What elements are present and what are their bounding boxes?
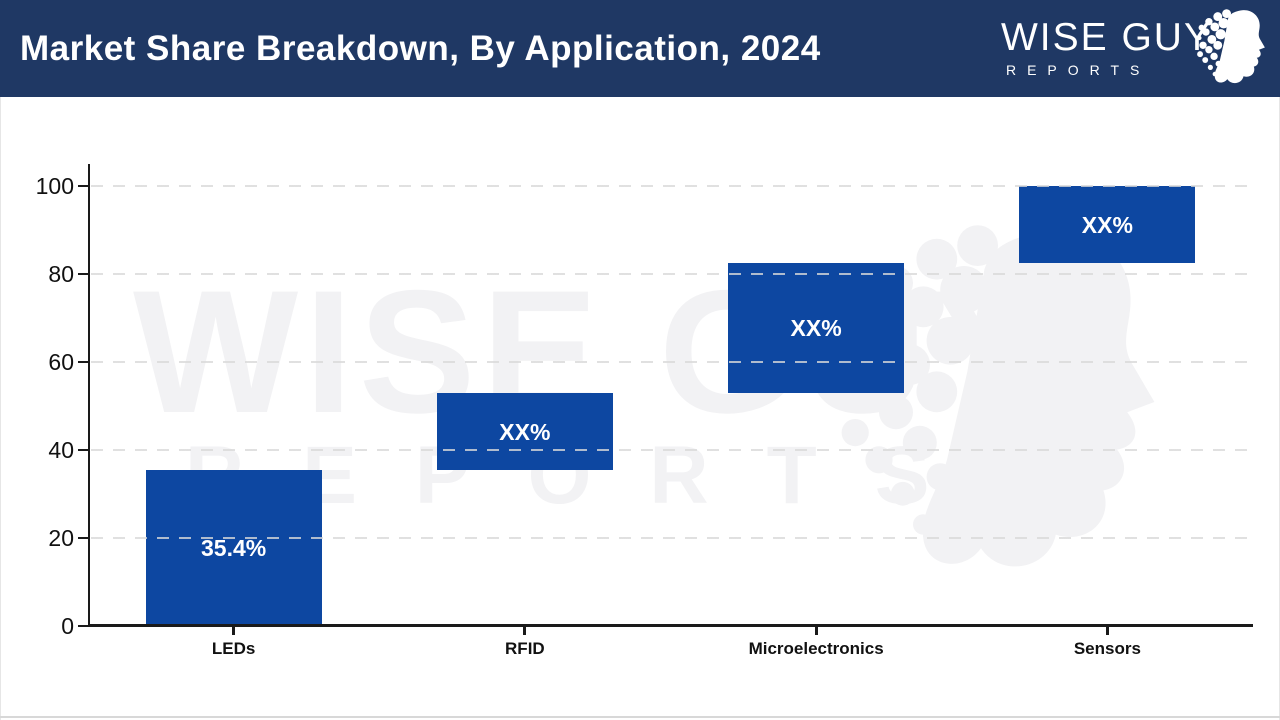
y-tick — [78, 537, 88, 539]
logo-wordmark: WISE GUY REPORTS — [1001, 18, 1212, 78]
x-axis-line — [88, 624, 1253, 627]
gridline — [91, 449, 1253, 451]
logo-subtitle-text: REPORTS — [1005, 61, 1151, 78]
gridline — [91, 537, 1253, 539]
bar-value-label: XX% — [1081, 211, 1133, 238]
y-tick — [78, 185, 88, 187]
gridline — [91, 185, 1253, 187]
logo-title-text: WISE GUY — [1000, 15, 1212, 59]
bar — [145, 470, 322, 626]
gridline — [91, 273, 1253, 275]
page-title: Market Share Breakdown, By Application, … — [20, 28, 821, 68]
x-tick — [523, 627, 527, 635]
bar — [436, 392, 613, 471]
x-axis-label: LEDs — [211, 639, 256, 658]
y-tick-label: 100 — [35, 173, 74, 199]
x-axis-label: Sensors — [1073, 639, 1141, 658]
bar — [728, 263, 905, 393]
y-axis-line — [88, 164, 90, 626]
bottom-border — [0, 716, 1280, 718]
y-tick — [78, 625, 88, 627]
x-axis-label: RFID — [505, 639, 545, 658]
y-tick — [78, 273, 88, 275]
y-tick-label: 20 — [48, 525, 74, 551]
y-tick — [78, 361, 88, 363]
bar — [1019, 186, 1196, 263]
bar-value-label: 35.4% — [201, 535, 267, 562]
header-bar: Market Share Breakdown, By Application, … — [0, 0, 1280, 97]
x-tick — [232, 627, 236, 635]
gridline — [91, 361, 1253, 363]
x-axis-label: Microelectronics — [748, 639, 884, 658]
y-tick — [78, 449, 88, 451]
y-tick-label: 40 — [48, 437, 74, 463]
left-border — [0, 97, 1, 720]
x-tick — [814, 627, 818, 635]
logo-face-icon — [1197, 9, 1265, 84]
bar-value-label: XX% — [790, 314, 842, 341]
waterfall-chart: WISE GUY REPORTS 0 20 40 60 80 100 35.4% LEDs XX… — [0, 97, 1280, 720]
bar-value-label: XX% — [499, 418, 551, 445]
wise-guy-logo: WISE GUY REPORTS — [1001, 7, 1268, 88]
y-tick-label: 60 — [48, 349, 74, 375]
y-tick-label: 80 — [48, 261, 74, 287]
x-tick — [1105, 627, 1109, 635]
y-tick-label: 0 — [61, 613, 74, 639]
